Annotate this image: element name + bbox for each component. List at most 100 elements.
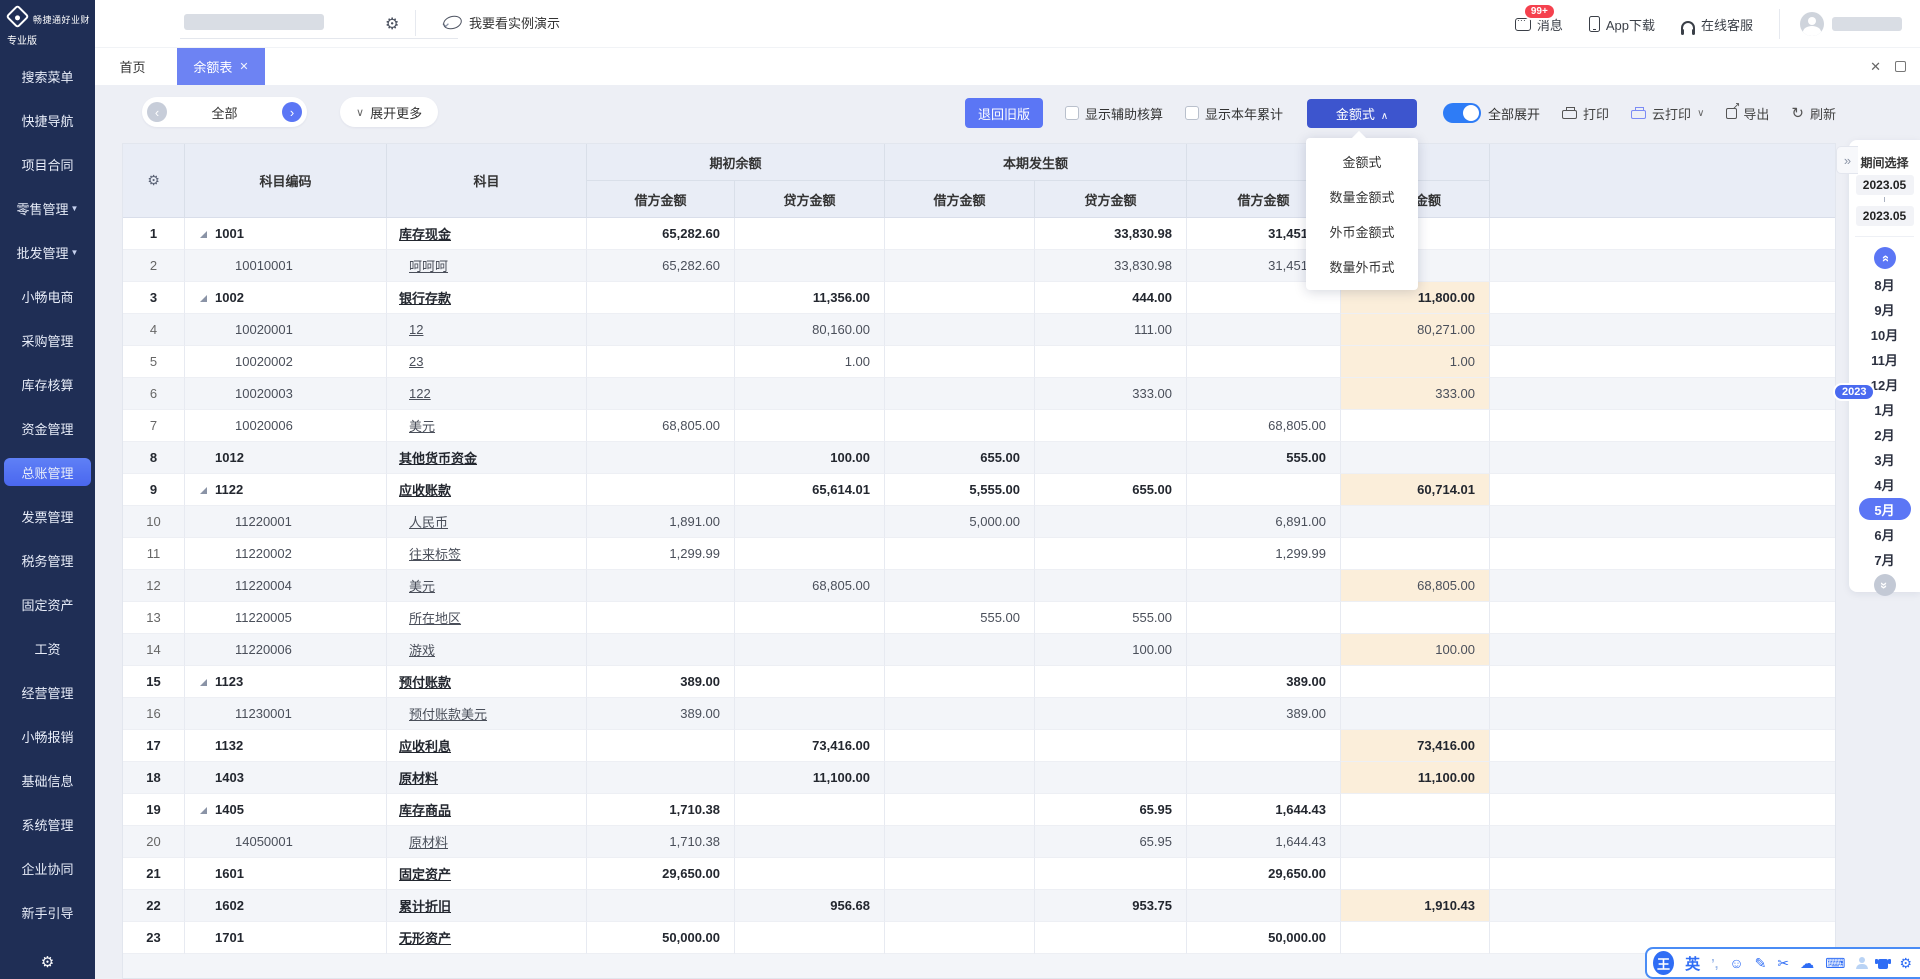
- back-old-version-button[interactable]: 退回旧版: [964, 98, 1043, 128]
- ytd-checkbox[interactable]: 显示本年累计: [1185, 104, 1283, 123]
- account-name-link[interactable]: 23: [409, 354, 424, 369]
- sidebar-item[interactable]: 系统管理: [0, 802, 95, 846]
- ime-language-icon[interactable]: 英: [1685, 955, 1701, 973]
- account-name-link[interactable]: 预付账款: [399, 675, 452, 690]
- demo-link[interactable]: 我要看实例演示: [441, 13, 560, 32]
- account-name-link[interactable]: 银行存款: [399, 291, 452, 306]
- account-name-link[interactable]: 呵呵呵: [409, 259, 449, 274]
- account-name-link[interactable]: 所在地区: [409, 611, 462, 626]
- scroll-up-button[interactable]: »: [1873, 247, 1896, 269]
- messages-button[interactable]: 消息 99+: [1514, 2, 1563, 34]
- sidebar-item[interactable]: 资金管理: [0, 406, 95, 450]
- account-name-link[interactable]: 应收账款: [399, 483, 452, 498]
- sidebar-item[interactable]: 批发管理 ▼: [0, 230, 95, 274]
- fullscreen-icon[interactable]: [1895, 61, 1906, 72]
- account-name-link[interactable]: 12: [409, 322, 424, 337]
- account-name-link[interactable]: 其他货币资金: [399, 451, 478, 466]
- account-name-link[interactable]: 游戏: [409, 643, 436, 658]
- account-name-link[interactable]: 往来标签: [409, 547, 462, 562]
- month-item[interactable]: 2月: [1874, 427, 1895, 443]
- account-name-link[interactable]: 122: [409, 386, 431, 401]
- sidebar-item[interactable]: 项目合同: [0, 142, 95, 186]
- user-menu[interactable]: [1779, 9, 1902, 39]
- month-item[interactable]: 6月: [1874, 527, 1895, 543]
- sidebar-item[interactable]: 固定资产: [0, 582, 95, 626]
- column-settings-gear-icon[interactable]: ⚙: [123, 144, 185, 217]
- ime-pencil-icon[interactable]: ✎: [1754, 955, 1767, 971]
- sidebar-item[interactable]: 零售管理 ▼: [0, 186, 95, 230]
- account-name-link[interactable]: 应收利息: [399, 739, 452, 754]
- year-badge[interactable]: 2023: [1833, 383, 1876, 401]
- format-menu-item[interactable]: 数量金额式: [1329, 189, 1395, 205]
- sidebar-item[interactable]: 总账管理: [4, 458, 91, 486]
- ime-gear-icon[interactable]: ⚙: [1899, 955, 1912, 971]
- expand-triangle-icon[interactable]: [200, 679, 207, 686]
- ime-punctuation-icon[interactable]: ’,: [1711, 955, 1719, 971]
- sidebar-item[interactable]: 基础信息: [0, 758, 95, 802]
- month-item[interactable]: 7月: [1874, 552, 1895, 568]
- account-name-link[interactable]: 人民币: [409, 515, 449, 530]
- format-dropdown-button[interactable]: 金额式 ∧: [1307, 98, 1418, 128]
- close-icon[interactable]: ✕: [239, 61, 249, 73]
- account-name-link[interactable]: 无形资产: [399, 931, 452, 946]
- app-download-button[interactable]: App下载: [1588, 15, 1655, 34]
- account-name-link[interactable]: 原材料: [409, 835, 449, 850]
- sidebar-item[interactable]: 税务管理: [0, 538, 95, 582]
- expand-triangle-icon[interactable]: [200, 487, 207, 494]
- format-menu-item[interactable]: 金额式: [1342, 154, 1382, 170]
- sidebar-settings-gear-icon[interactable]: ⚙: [40, 954, 55, 971]
- period-to[interactable]: 2023.05: [1855, 206, 1914, 226]
- sidebar-item[interactable]: 库存核算: [0, 362, 95, 406]
- month-item[interactable]: 8月: [1874, 277, 1895, 293]
- refresh-button[interactable]: ↻ 刷新: [1791, 104, 1836, 123]
- account-name-link[interactable]: 美元: [409, 419, 436, 434]
- ime-logo-icon[interactable]: 王: [1653, 951, 1675, 975]
- sidebar-item[interactable]: 采购管理: [0, 318, 95, 362]
- account-name-link[interactable]: 累计折旧: [399, 899, 452, 914]
- next-icon[interactable]: ›: [281, 102, 302, 122]
- sidebar-item[interactable]: 企业协同: [0, 846, 95, 890]
- sidebar-item[interactable]: 搜索菜单: [0, 54, 95, 98]
- sidebar-item[interactable]: 快捷导航: [0, 98, 95, 142]
- sidebar-item[interactable]: 发票管理: [0, 494, 95, 538]
- checkbox-icon[interactable]: [1185, 106, 1199, 120]
- expand-triangle-icon[interactable]: [200, 231, 207, 238]
- ime-skin-icon[interactable]: [1874, 959, 1891, 969]
- expand-triangle-icon[interactable]: [200, 807, 207, 814]
- sidebar-item[interactable]: 经营管理: [0, 670, 95, 714]
- format-menu-item[interactable]: 数量外币式: [1329, 259, 1395, 275]
- account-name-link[interactable]: 固定资产: [399, 867, 452, 882]
- prev-icon[interactable]: ‹: [147, 102, 167, 122]
- subject-filter[interactable]: ‹ 全部 ›: [142, 97, 307, 127]
- format-menu-item[interactable]: 外币金额式: [1329, 224, 1395, 240]
- account-name-link[interactable]: 预付账款美元: [409, 707, 488, 722]
- aux-accounting-checkbox[interactable]: 显示辅助核算: [1064, 104, 1163, 123]
- ime-emoji-icon[interactable]: ☺: [1729, 955, 1744, 971]
- month-item[interactable]: 3月: [1874, 452, 1895, 468]
- expand-triangle-icon[interactable]: [200, 295, 207, 302]
- month-item[interactable]: 5月: [1858, 498, 1911, 520]
- month-item[interactable]: 12月: [1870, 377, 1899, 393]
- account-name-link[interactable]: 美元: [409, 579, 436, 594]
- month-item[interactable]: 10月: [1870, 327, 1899, 343]
- panel-collapse-button[interactable]: »: [1836, 146, 1858, 174]
- tab-home[interactable]: 首页: [119, 60, 146, 75]
- cloud-print-button[interactable]: 云打印 ∨: [1631, 104, 1704, 123]
- expand-more-button[interactable]: ∨ 展开更多: [340, 97, 439, 127]
- ime-cloud-icon[interactable]: ☁: [1800, 955, 1815, 971]
- company-selector[interactable]: ⌄: [180, 9, 458, 39]
- checkbox-icon[interactable]: [1064, 106, 1079, 120]
- ime-scissors-icon[interactable]: ✂: [1777, 955, 1790, 971]
- month-item[interactable]: 9月: [1874, 302, 1895, 318]
- account-name-link[interactable]: 原材料: [399, 771, 439, 786]
- export-button[interactable]: 导出: [1726, 101, 1769, 123]
- settings-gear-icon[interactable]: ⚙: [385, 16, 400, 33]
- ime-user-icon[interactable]: [1856, 957, 1868, 969]
- close-page-icon[interactable]: ✕: [1870, 58, 1881, 74]
- sidebar-item[interactable]: 工资: [0, 626, 95, 670]
- tab-balance-sheet[interactable]: 余额表 ✕: [177, 48, 265, 85]
- scroll-down-button[interactable]: »: [1873, 574, 1896, 596]
- print-button[interactable]: 打印: [1562, 104, 1609, 123]
- sidebar-item[interactable]: 小畅电商: [0, 274, 95, 318]
- online-service-button[interactable]: 在线客服: [1680, 15, 1753, 35]
